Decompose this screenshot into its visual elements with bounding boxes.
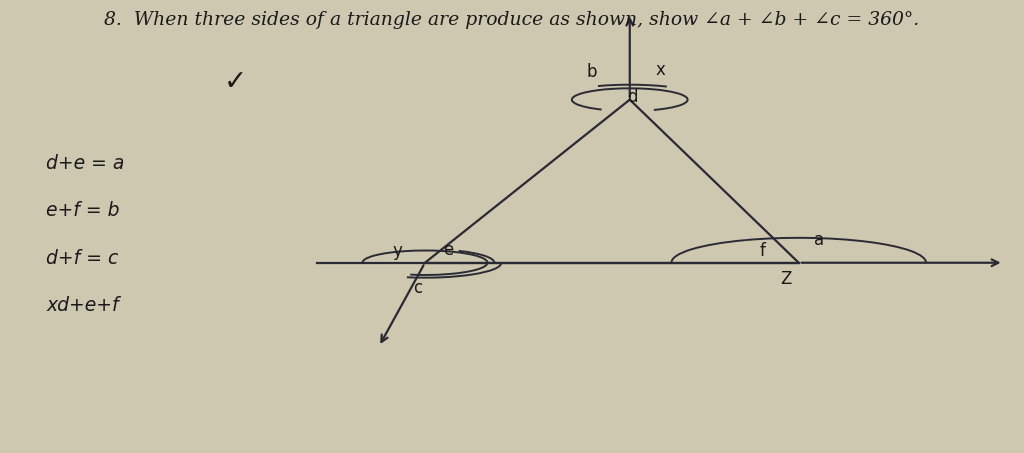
Text: a: a: [814, 231, 824, 249]
Text: y: y: [392, 242, 402, 260]
Text: d+f = c: d+f = c: [46, 249, 119, 268]
Text: c: c: [414, 279, 422, 297]
Text: xd+e+f: xd+e+f: [46, 296, 119, 315]
Text: b: b: [587, 63, 597, 82]
Text: x: x: [655, 61, 666, 79]
Text: d: d: [628, 88, 638, 106]
Text: f: f: [760, 242, 766, 260]
Text: e: e: [443, 241, 454, 259]
Text: d+e = a: d+e = a: [46, 154, 125, 173]
Text: Z: Z: [780, 270, 793, 288]
Text: ✓: ✓: [224, 67, 247, 96]
Text: 8.  When three sides of a triangle are produce as shown, show ∠a + ∠b + ∠c = 360: 8. When three sides of a triangle are pr…: [104, 11, 920, 29]
Text: e+f = b: e+f = b: [46, 201, 120, 220]
